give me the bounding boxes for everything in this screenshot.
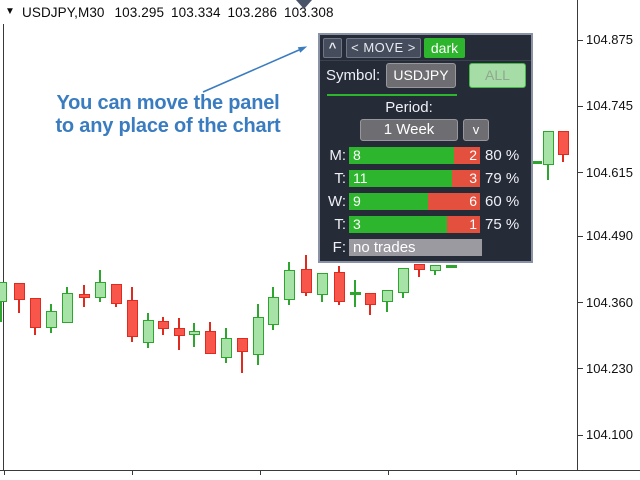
price-label: 104.100 (586, 427, 633, 442)
price-label: 104.745 (586, 98, 633, 114)
stat-day-label: T: (334, 216, 346, 233)
stat-day-label: F: (332, 239, 346, 256)
panel-green-underline (327, 94, 457, 96)
win-loss-bar: 11 3 (349, 170, 480, 187)
price-tick (578, 302, 583, 304)
panel-theme-button[interactable]: dark (424, 38, 465, 58)
symbol-timeframe-label: USDJPY,M30 (22, 4, 105, 20)
stat-day-label: T: (334, 170, 346, 187)
price-tick (578, 105, 583, 107)
time-axis-line (0, 470, 640, 472)
symbol-select-button[interactable]: USDJPY (386, 63, 456, 88)
price-tick (578, 39, 583, 41)
stats-panel[interactable]: ^ < MOVE > dark Symbol: USDJPY ALL Perio… (318, 33, 533, 263)
period-dropdown-button[interactable]: v (463, 119, 489, 141)
annotation-line2: to any place of the chart (55, 115, 281, 137)
losses-segment: 6 (428, 193, 480, 210)
losses-segment: 3 (452, 170, 480, 187)
symbol-label: Symbol: (326, 67, 381, 84)
period-label: Period: (385, 99, 433, 116)
time-tick (388, 470, 390, 475)
wins-segment: 3 (349, 216, 447, 233)
chart-left-border (3, 24, 4, 470)
price-label: 104.360 (586, 294, 633, 310)
period-select[interactable]: 1 Week (360, 119, 458, 141)
price-label: 104.490 (586, 228, 633, 244)
wins-segment: 9 (349, 193, 428, 210)
chart-title-bar: ▼ USDJPY,M30 103.295 103.334 103.286 103… (5, 4, 341, 20)
panel-stat-row: T: 11 3 79 % (320, 170, 531, 187)
wins-segment: 11 (349, 170, 452, 187)
stat-day-label: M: (329, 147, 346, 164)
panel-collapse-button[interactable]: ^ (323, 38, 342, 58)
stat-day-label: W: (327, 193, 346, 210)
price-tick (578, 172, 583, 174)
symbol-dropdown-icon[interactable]: ▼ (5, 6, 15, 17)
no-trades-bar: no trades (349, 239, 482, 256)
panel-stat-row: F: no trades (320, 239, 531, 256)
price-label: 104.615 (586, 164, 633, 180)
down-triangle-marker (296, 0, 312, 9)
panel-move-button[interactable]: < MOVE > (346, 38, 421, 58)
annotation-label: You can move the panel to any place of t… (40, 92, 296, 138)
time-tick (516, 470, 518, 475)
annotation-arrow (202, 46, 308, 93)
panel-header-divider (320, 60, 531, 61)
losses-segment: 2 (454, 147, 480, 164)
no-trades-text: no trades (353, 239, 416, 256)
winrate-percent: 60 % (485, 193, 520, 210)
panel-stat-row: M: 8 2 80 % (320, 147, 531, 164)
losses-segment: 1 (447, 216, 480, 233)
panel-stat-row: T: 3 1 75 % (320, 216, 531, 233)
price-label: 104.230 (586, 360, 633, 376)
winrate-percent: 75 % (485, 216, 520, 233)
panel-stat-row: W: 9 6 60 % (320, 193, 531, 210)
winrate-percent: 79 % (485, 170, 520, 187)
price-axis-line (577, 0, 579, 470)
all-symbols-button[interactable]: ALL (469, 63, 526, 88)
price-tick (578, 434, 583, 436)
time-tick (260, 470, 262, 475)
annotation-line1: You can move the panel (56, 92, 280, 114)
time-tick (4, 470, 6, 475)
ohlc-high-value: 103.334 (171, 4, 221, 20)
price-label: 104.875 (586, 32, 633, 47)
time-tick (132, 470, 134, 475)
ohlc-open-value: 103.295 (114, 4, 165, 20)
price-tick (578, 235, 583, 237)
price-tick (578, 368, 583, 370)
ohlc-low-value: 103.286 (227, 4, 278, 20)
wins-segment: 8 (349, 147, 454, 164)
winrate-percent: 80 % (485, 147, 520, 164)
